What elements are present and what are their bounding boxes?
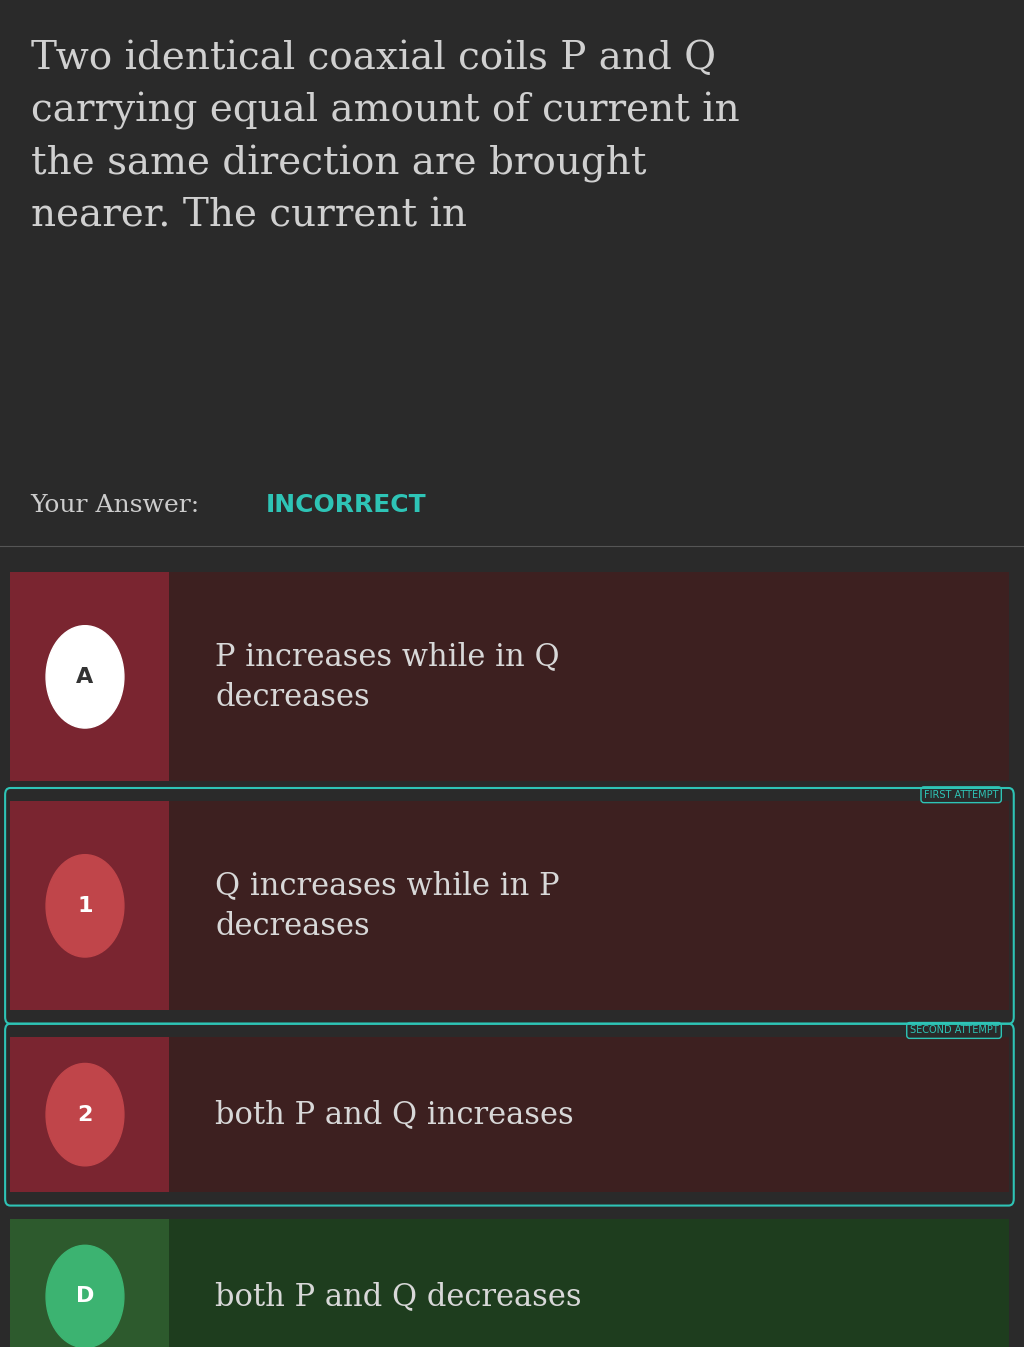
Circle shape	[46, 855, 124, 956]
FancyBboxPatch shape	[10, 801, 169, 1010]
FancyBboxPatch shape	[169, 572, 1009, 781]
FancyBboxPatch shape	[10, 1037, 169, 1192]
Text: both P and Q decreases: both P and Q decreases	[215, 1281, 582, 1312]
FancyBboxPatch shape	[169, 1219, 1009, 1347]
Circle shape	[46, 1245, 124, 1347]
Text: 2: 2	[77, 1105, 93, 1125]
FancyBboxPatch shape	[10, 572, 169, 781]
Circle shape	[46, 1064, 124, 1165]
FancyBboxPatch shape	[169, 1037, 1009, 1192]
Text: FIRST ATTEMPT: FIRST ATTEMPT	[924, 789, 998, 800]
Text: Your Answer:: Your Answer:	[31, 493, 200, 517]
Text: both P and Q increases: both P and Q increases	[215, 1099, 573, 1130]
Text: A: A	[77, 667, 93, 687]
FancyBboxPatch shape	[169, 801, 1009, 1010]
Circle shape	[46, 625, 124, 729]
Text: Two identical coaxial coils P and Q
carrying equal amount of current in
the same: Two identical coaxial coils P and Q carr…	[31, 40, 739, 234]
Text: INCORRECT: INCORRECT	[266, 493, 427, 517]
Text: SECOND ATTEMPT: SECOND ATTEMPT	[909, 1025, 998, 1036]
Text: Q increases while in P
decreases: Q increases while in P decreases	[215, 870, 560, 942]
Text: D: D	[76, 1286, 94, 1307]
FancyBboxPatch shape	[10, 1219, 169, 1347]
Text: P increases while in Q
decreases: P increases while in Q decreases	[215, 641, 560, 713]
Text: 1: 1	[77, 896, 93, 916]
